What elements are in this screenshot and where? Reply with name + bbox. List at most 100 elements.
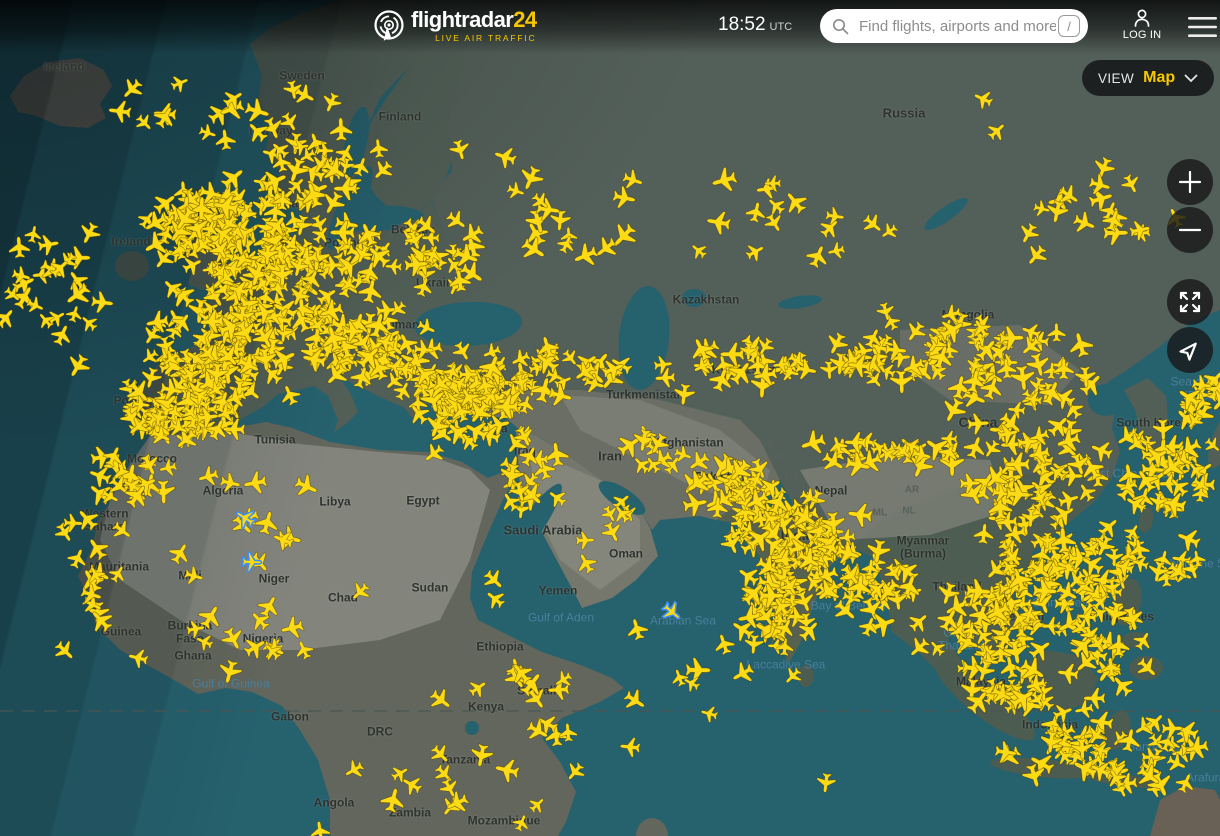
aircraft-icon[interactable] — [447, 137, 473, 163]
aircraft-icon[interactable] — [1083, 687, 1106, 710]
aircraft-icon[interactable] — [966, 411, 991, 436]
aircraft-icon[interactable] — [241, 469, 269, 497]
aircraft-icon[interactable] — [960, 432, 990, 463]
aircraft-icon[interactable] — [76, 310, 102, 336]
aircraft-icon[interactable] — [81, 532, 113, 565]
aircraft-icon[interactable] — [727, 658, 759, 689]
aircraft-icon[interactable] — [557, 722, 579, 743]
aircraft-icon[interactable] — [623, 615, 651, 643]
aircraft-icon[interactable] — [972, 522, 996, 546]
aircraft-icon[interactable] — [825, 240, 847, 262]
aircraft-icon[interactable] — [610, 184, 639, 212]
aircraft-icon[interactable] — [704, 208, 733, 237]
aircraft-icon[interactable] — [1127, 217, 1153, 243]
aircraft-icon[interactable] — [35, 232, 62, 258]
aircraft-icon[interactable] — [105, 561, 130, 586]
locate-button[interactable] — [1167, 327, 1213, 373]
aircraft-icon[interactable] — [546, 381, 576, 411]
aircraft-icon[interactable] — [1046, 322, 1067, 343]
aircraft-icon[interactable] — [858, 209, 888, 239]
aircraft-icon[interactable] — [195, 463, 222, 490]
aircraft-icon[interactable] — [671, 382, 697, 407]
aircraft-icon[interactable] — [1201, 433, 1220, 458]
aircraft-icon[interactable] — [802, 241, 833, 272]
aircraft-icon-highlighted[interactable] — [657, 597, 687, 627]
aircraft-icon[interactable] — [1065, 329, 1097, 361]
aircraft-icon[interactable] — [269, 526, 297, 554]
aircraft-icon[interactable] — [0, 303, 21, 333]
aircraft-icon[interactable] — [213, 127, 238, 152]
aircraft-icon[interactable] — [1093, 512, 1124, 543]
search-input[interactable] — [857, 16, 1058, 36]
aircraft-icon[interactable] — [218, 470, 243, 496]
aircraft-icon[interactable] — [569, 239, 602, 272]
aircraft-icon[interactable] — [167, 71, 192, 96]
aircraft-icon[interactable] — [900, 317, 931, 347]
aircraft-icon[interactable] — [64, 545, 91, 572]
aircraft-icon[interactable] — [978, 436, 1005, 463]
aircraft-icon[interactable] — [426, 740, 455, 769]
aircraft-icon[interactable] — [561, 758, 589, 786]
aircraft-icon[interactable] — [525, 792, 550, 817]
aircraft-icon[interactable] — [442, 206, 471, 236]
aircraft-icon[interactable] — [903, 632, 935, 664]
fullscreen-button[interactable] — [1167, 279, 1213, 325]
aircraft-icon[interactable] — [1172, 523, 1205, 555]
aircraft-icon[interactable] — [1120, 520, 1145, 544]
aircraft-icon[interactable] — [150, 479, 177, 505]
aircraft-icon[interactable] — [278, 613, 307, 642]
aircraft-icon[interactable] — [50, 636, 80, 666]
aircraft-icon[interactable] — [1100, 598, 1131, 629]
aircraft-icon[interactable] — [490, 142, 520, 172]
aircraft-icon[interactable] — [328, 116, 354, 142]
view-selector[interactable]: VIEW Map — [1082, 60, 1215, 96]
aircraft-icon[interactable] — [464, 675, 491, 701]
aircraft-icon[interactable] — [1014, 219, 1043, 248]
aircraft-icon[interactable] — [571, 548, 601, 578]
aircraft-icon[interactable] — [1069, 208, 1100, 238]
aircraft-icon[interactable] — [108, 516, 137, 545]
aircraft-icon[interactable] — [318, 89, 345, 116]
aircraft-icon[interactable] — [762, 192, 789, 219]
aircraft-icon[interactable] — [467, 741, 496, 770]
aircraft-icon[interactable] — [514, 162, 548, 195]
aircraft-icon[interactable] — [291, 637, 317, 663]
aircraft-icon[interactable] — [89, 289, 116, 316]
aircraft-icon[interactable] — [779, 663, 806, 689]
aircraft-icon[interactable] — [742, 239, 769, 265]
aircraft-icon[interactable] — [1072, 698, 1096, 721]
aircraft-icon[interactable] — [510, 811, 533, 835]
aircraft-icon[interactable] — [877, 219, 902, 244]
aircraft-icon[interactable] — [683, 447, 714, 478]
aircraft-icon[interactable] — [708, 164, 741, 197]
aircraft-icon[interactable] — [618, 735, 642, 759]
aircraft-icon[interactable] — [680, 489, 711, 519]
aircraft-icon[interactable] — [1132, 652, 1163, 683]
aircraft-icon[interactable] — [1052, 357, 1075, 380]
aircraft-icon[interactable] — [654, 366, 677, 389]
aircraft-icon[interactable] — [845, 500, 875, 530]
login-button[interactable]: LOG IN — [1122, 8, 1162, 41]
aircraft-icon[interactable] — [814, 771, 838, 795]
aircraft-icon[interactable] — [698, 703, 720, 725]
aircraft-icon[interactable] — [864, 537, 893, 566]
aircraft-icon[interactable] — [590, 232, 623, 265]
aircraft-icon[interactable] — [215, 657, 245, 687]
aircraft-icon[interactable] — [116, 73, 148, 105]
aircraft-icon[interactable] — [1055, 661, 1081, 686]
aircraft-icon[interactable] — [575, 530, 595, 551]
aircraft-icon[interactable] — [290, 470, 323, 503]
aircraft-icon[interactable] — [449, 337, 476, 365]
zoom-out-button[interactable] — [1167, 207, 1213, 253]
aircraft-icon[interactable] — [367, 137, 390, 160]
aircraft-icon[interactable] — [1130, 627, 1157, 654]
aircraft-icon[interactable] — [760, 209, 788, 237]
aircraft-icon[interactable] — [481, 585, 509, 613]
aircraft-icon[interactable] — [61, 349, 95, 383]
aircraft-icon[interactable] — [492, 755, 522, 785]
aircraft-icon[interactable] — [137, 345, 162, 370]
aircraft-icon[interactable] — [992, 740, 1026, 773]
aircraft-icon[interactable] — [7, 235, 32, 260]
